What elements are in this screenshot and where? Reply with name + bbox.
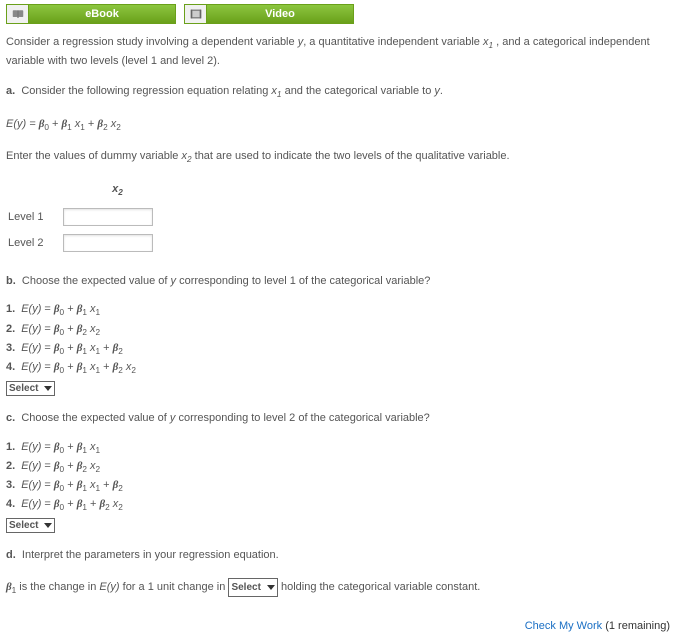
part-c-prompt: c. Choose the expected value of y corres… xyxy=(6,410,670,427)
intro-text: Consider a regression study involving a … xyxy=(6,34,670,69)
part-c-select[interactable]: Select xyxy=(6,518,55,533)
level2-input[interactable] xyxy=(63,234,153,252)
ebook-label: eBook xyxy=(29,8,175,20)
list-item: 1.E(y) = β0 + β1 x1 xyxy=(6,303,670,317)
list-item: 3.E(y) = β0 + β1 x1 + β2 xyxy=(6,479,670,493)
part-a-label: a. xyxy=(6,85,15,97)
part-d-select[interactable]: Select xyxy=(228,578,277,597)
part-a: a. Consider the following regression equ… xyxy=(6,83,670,257)
dummy-table-header: x2 xyxy=(63,183,171,203)
level2-label: Level 2 xyxy=(8,231,61,255)
select-label: Select xyxy=(231,580,260,595)
top-button-bar: eBook Video xyxy=(6,4,670,24)
video-icon xyxy=(185,5,207,23)
part-c: c. Choose the expected value of y corres… xyxy=(6,410,670,533)
level1-label: Level 1 xyxy=(8,205,61,229)
intro-a: Consider a regression study involving a … xyxy=(6,36,298,48)
part-b-prompt: b. Choose the expected value of y corres… xyxy=(6,273,670,290)
chevron-down-icon xyxy=(44,386,52,391)
part-b-label: b. xyxy=(6,275,16,287)
ebook-button[interactable]: eBook xyxy=(6,4,176,24)
select-label: Select xyxy=(9,383,38,394)
chevron-down-icon xyxy=(44,523,52,528)
remaining-text: (1 remaining) xyxy=(602,620,670,632)
part-b: b. Choose the expected value of y corres… xyxy=(6,273,670,396)
part-b-select[interactable]: Select xyxy=(6,381,55,396)
level1-input[interactable] xyxy=(63,208,153,226)
list-item: 1.E(y) = β0 + β1 x1 xyxy=(6,441,670,455)
part-d: d. Interpret the parameters in your regr… xyxy=(6,547,670,597)
select-label: Select xyxy=(9,520,38,531)
intro-b: , a quantitative independent variable xyxy=(303,36,483,48)
part-a-prompt: a. Consider the following regression equ… xyxy=(6,83,670,102)
part-a-equation: E(y) = β0 + β1 x1 + β2 x2 xyxy=(6,116,670,135)
chevron-down-icon xyxy=(267,585,275,590)
dummy-table: x2 Level 1 Level 2 xyxy=(6,181,173,257)
check-my-work-link[interactable]: Check My Work (1 remaining) xyxy=(6,620,670,632)
list-item: 3.E(y) = β0 + β1 x1 + β2 xyxy=(6,342,670,356)
part-c-options: 1.E(y) = β0 + β1 x1 2.E(y) = β0 + β2 x2 … xyxy=(6,441,670,513)
list-item: 2.E(y) = β0 + β2 x2 xyxy=(6,323,670,337)
intro-x1: x1 xyxy=(483,36,493,48)
video-button[interactable]: Video xyxy=(184,4,354,24)
part-b-options: 1.E(y) = β0 + β1 x1 2.E(y) = β0 + β2 x2 … xyxy=(6,303,670,375)
ebook-icon xyxy=(7,5,29,23)
list-item: 2.E(y) = β0 + β2 x2 xyxy=(6,460,670,474)
part-d-line: β1 is the change in E(y) for a 1 unit ch… xyxy=(6,578,670,598)
part-a-enter: Enter the values of dummy variable x2 th… xyxy=(6,148,670,167)
part-d-prompt: d. Interpret the parameters in your regr… xyxy=(6,547,670,564)
list-item: 4.E(y) = β0 + β1 + β2 x2 xyxy=(6,498,670,512)
part-c-label: c. xyxy=(6,412,15,424)
video-label: Video xyxy=(207,8,353,20)
list-item: 4.E(y) = β0 + β1 x1 + β2 x2 xyxy=(6,361,670,375)
part-d-label: d. xyxy=(6,549,16,561)
check-my-work-text: Check My Work xyxy=(525,620,602,632)
